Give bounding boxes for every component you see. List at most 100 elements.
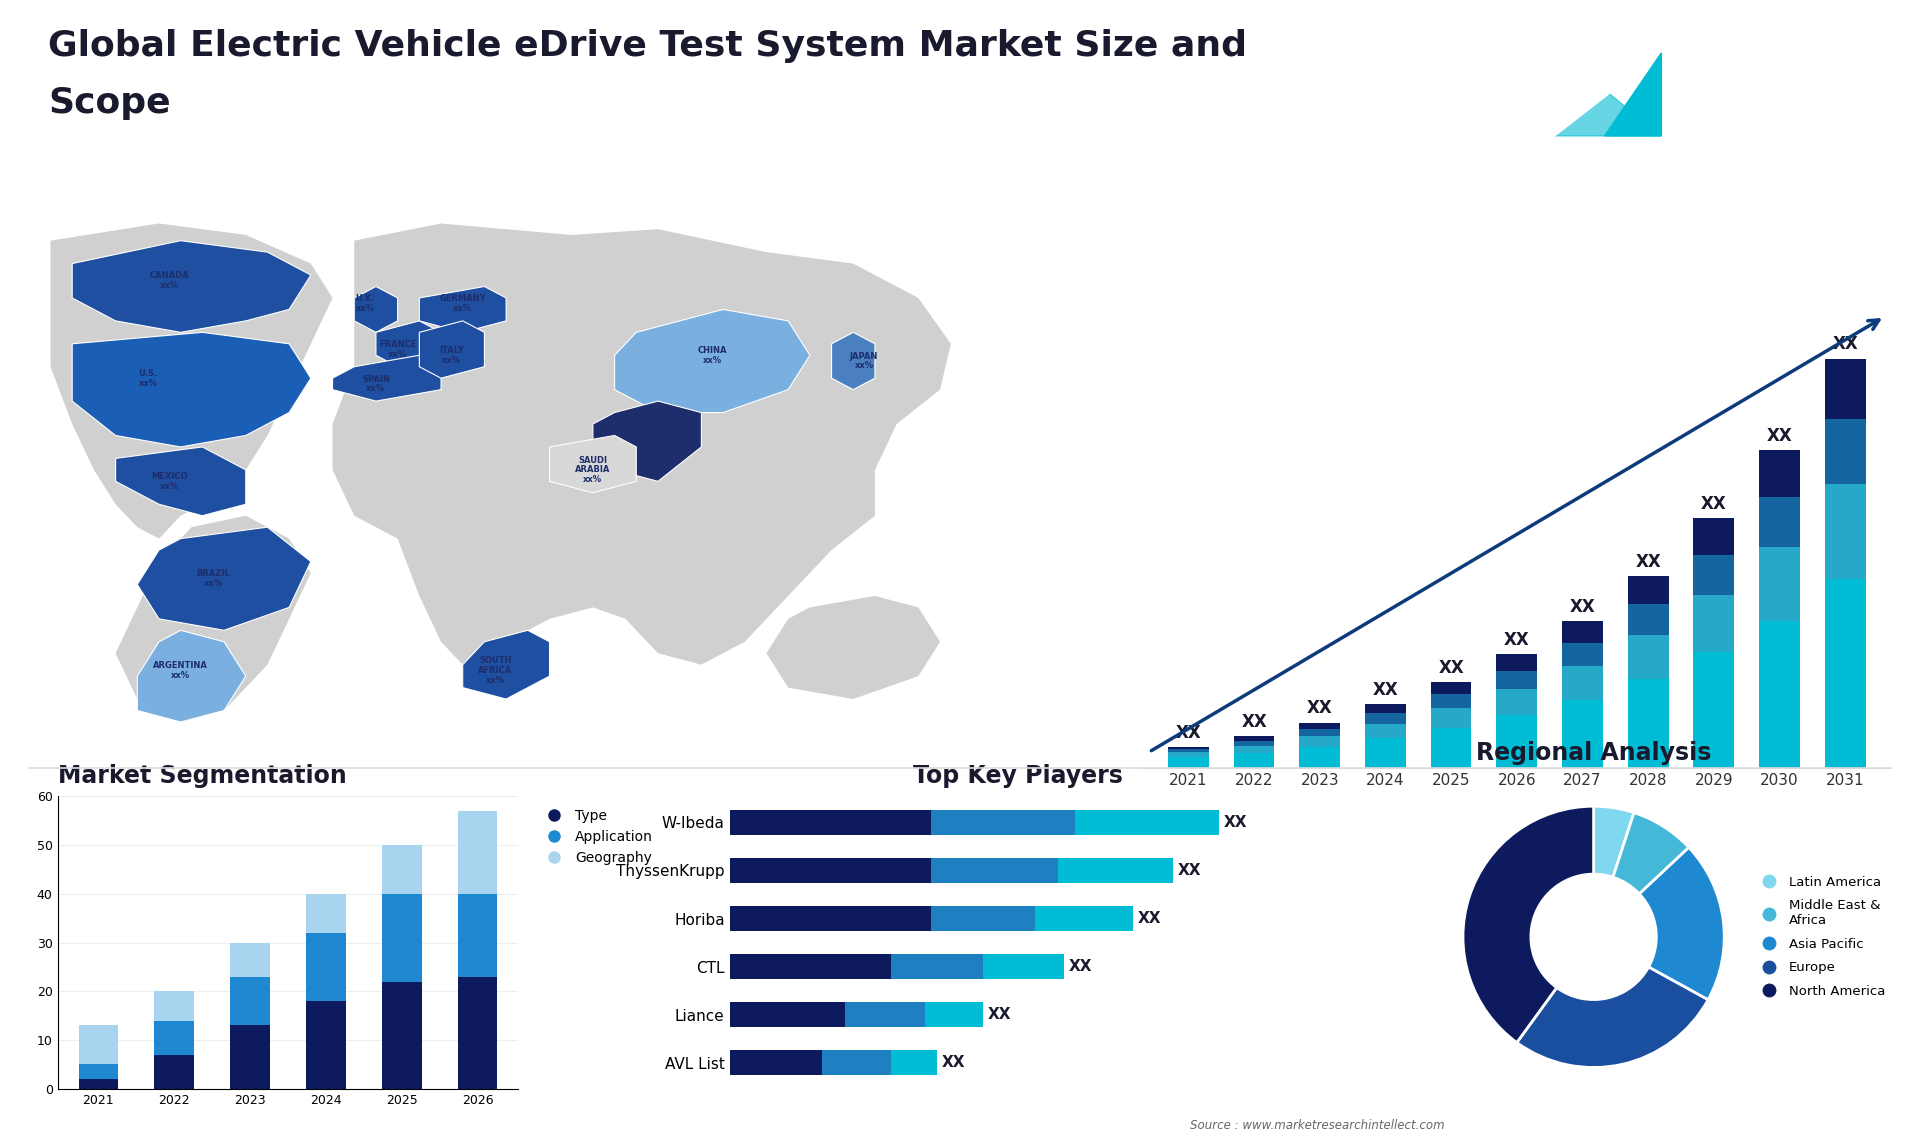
Bar — [730, 1003, 845, 1027]
Text: XX: XX — [1137, 911, 1162, 926]
Bar — [459, 976, 497, 1089]
Text: XX: XX — [1240, 713, 1267, 731]
Bar — [730, 1051, 822, 1075]
Polygon shape — [115, 447, 246, 516]
Polygon shape — [549, 435, 636, 493]
Bar — [1496, 689, 1538, 715]
Bar — [730, 810, 931, 834]
Polygon shape — [115, 516, 311, 722]
Bar — [931, 906, 1035, 931]
Polygon shape — [1555, 93, 1661, 136]
Text: RESEARCH: RESEARCH — [1722, 100, 1791, 112]
Bar — [931, 858, 1058, 882]
Bar — [79, 1080, 117, 1089]
Bar — [1563, 621, 1603, 643]
Polygon shape — [73, 241, 311, 332]
Bar — [1496, 654, 1538, 672]
Bar — [730, 955, 891, 979]
Bar — [1496, 672, 1538, 689]
Bar — [1167, 749, 1210, 752]
Wedge shape — [1463, 807, 1594, 1043]
Bar — [230, 976, 271, 1026]
Wedge shape — [1594, 807, 1634, 877]
Bar — [1563, 699, 1603, 768]
Text: XX: XX — [1175, 723, 1202, 741]
Text: INDIA
xx%: INDIA xx% — [634, 432, 660, 450]
Polygon shape — [766, 596, 941, 699]
Bar — [1759, 621, 1799, 768]
Text: MEXICO
xx%: MEXICO xx% — [152, 472, 188, 490]
Bar — [382, 894, 422, 981]
Bar — [891, 1051, 937, 1075]
Bar — [1824, 419, 1866, 485]
Bar — [1300, 723, 1340, 729]
Polygon shape — [614, 309, 810, 413]
Text: ARGENTINA
xx%: ARGENTINA xx% — [154, 661, 207, 680]
Bar — [1759, 497, 1799, 548]
Bar — [1824, 579, 1866, 768]
Bar — [1628, 635, 1668, 678]
Text: SOUTH
AFRICA
xx%: SOUTH AFRICA xx% — [478, 657, 513, 684]
Bar — [79, 1065, 117, 1080]
Bar — [1035, 906, 1133, 931]
Bar — [154, 1054, 194, 1089]
Bar — [1235, 746, 1275, 753]
Text: XX: XX — [987, 1007, 1012, 1022]
Text: XX: XX — [1701, 495, 1726, 512]
Text: XX: XX — [1832, 336, 1859, 353]
Bar — [1759, 450, 1799, 497]
Bar — [1563, 643, 1603, 666]
Bar — [1563, 666, 1603, 699]
Text: Global Electric Vehicle eDrive Test System Market Size and: Global Electric Vehicle eDrive Test Syst… — [48, 29, 1246, 63]
Text: Scope: Scope — [48, 86, 171, 120]
Bar — [1235, 753, 1275, 768]
Text: XX: XX — [1571, 598, 1596, 615]
Bar — [1365, 738, 1405, 768]
Bar — [305, 1002, 346, 1089]
Legend: Type, Application, Geography: Type, Application, Geography — [534, 803, 659, 871]
Bar — [1300, 747, 1340, 768]
Bar — [845, 1003, 925, 1027]
Bar — [154, 991, 194, 1020]
Bar — [1628, 575, 1668, 604]
Text: U.K.
xx%: U.K. xx% — [355, 295, 374, 313]
Bar — [1075, 810, 1219, 834]
Bar — [1058, 858, 1173, 882]
Bar — [1628, 604, 1668, 635]
Bar — [230, 1026, 271, 1089]
Legend: Latin America, Middle East &
Africa, Asia Pacific, Europe, North America: Latin America, Middle East & Africa, Asi… — [1751, 871, 1891, 1003]
Text: XX: XX — [1373, 681, 1398, 699]
Bar — [305, 894, 346, 933]
Text: XX: XX — [1223, 815, 1248, 830]
Polygon shape — [50, 223, 332, 539]
Text: INTELLECT: INTELLECT — [1722, 129, 1791, 142]
Polygon shape — [831, 332, 876, 390]
Bar — [1430, 682, 1471, 694]
Bar — [1430, 728, 1471, 768]
Polygon shape — [1605, 53, 1661, 136]
Bar — [154, 1021, 194, 1054]
Bar — [1365, 713, 1405, 724]
Text: FRANCE
xx%: FRANCE xx% — [378, 340, 417, 359]
Bar — [730, 906, 931, 931]
Polygon shape — [138, 527, 311, 630]
Text: XX: XX — [1766, 426, 1793, 445]
Bar — [1235, 737, 1275, 740]
Bar — [1167, 758, 1210, 768]
Bar — [1496, 715, 1538, 768]
Title: Regional Analysis: Regional Analysis — [1476, 740, 1711, 764]
Bar — [382, 846, 422, 894]
Text: XX: XX — [941, 1055, 966, 1070]
Wedge shape — [1517, 967, 1709, 1067]
Text: Source : www.marketresearchintellect.com: Source : www.marketresearchintellect.com — [1190, 1120, 1446, 1132]
Bar — [305, 933, 346, 1002]
Text: XX: XX — [1308, 699, 1332, 717]
Bar — [382, 981, 422, 1089]
Polygon shape — [593, 401, 701, 481]
Text: XX: XX — [1438, 659, 1463, 676]
Bar — [1824, 485, 1866, 579]
Bar — [822, 1051, 891, 1075]
Bar — [1693, 518, 1734, 555]
Text: XX: XX — [1068, 959, 1092, 974]
Bar — [1300, 729, 1340, 737]
